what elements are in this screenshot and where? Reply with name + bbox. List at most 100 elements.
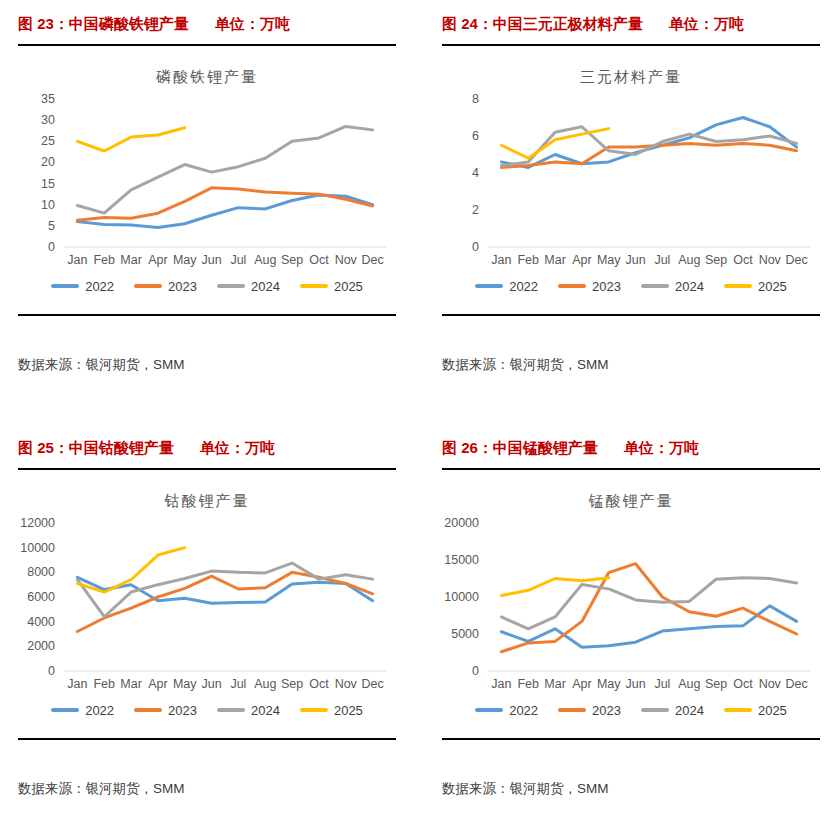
x-axis-tick-label: May (173, 677, 197, 691)
legend-item-2022: 2022 (51, 703, 114, 718)
x-axis-tick-label: Apr (148, 677, 167, 691)
legend-line-swatch (558, 284, 586, 288)
chart-title: 三元材料产量 (442, 68, 820, 87)
x-axis-tick-label: Jun (626, 677, 646, 691)
x-axis-tick-label: Nov (335, 677, 358, 691)
legend-line-swatch (51, 708, 79, 712)
x-axis-tick-label: Oct (733, 253, 753, 267)
line-chart-ternary: 02468JanFebMarAprMayJunJulAugSepOctNovDe… (442, 93, 820, 271)
x-axis-tick-label: Nov (759, 677, 782, 691)
x-axis-tick-label: Apr (148, 253, 167, 267)
x-axis-tick-label: Aug (678, 253, 700, 267)
legend-label: 2023 (168, 703, 197, 718)
x-axis-tick-label: Apr (572, 253, 591, 267)
data-source-note: 数据来源：银河期货，SMM (442, 780, 820, 798)
x-axis-tick-label: Nov (759, 253, 782, 267)
y-axis-tick-label: 20000 (444, 517, 479, 530)
figure-panel-24: 图 24：中国三元正极材料产量 单位：万吨 三元材料产量 02468JanFeb… (442, 4, 820, 374)
series-line-2024 (77, 563, 372, 617)
y-axis-tick-label: 5 (48, 219, 55, 233)
figure-unit: 单位：万吨 (624, 439, 699, 458)
figure-panel-25: 图 25：中国钴酸锂产量 单位：万吨 钴酸锂产量 020004000600080… (18, 428, 396, 798)
x-axis-tick-label: Aug (254, 677, 276, 691)
line-chart-lmo: 05000100001500020000JanFebMarAprMayJunJu… (442, 517, 820, 695)
legend-line-swatch (475, 708, 503, 712)
legend-item-2023: 2023 (134, 703, 197, 718)
x-axis-tick-label: Aug (254, 253, 276, 267)
figure-header: 图 26：中国锰酸锂产量 单位：万吨 (442, 428, 820, 468)
x-axis-tick-label: May (597, 253, 621, 267)
line-chart-lfp: 05101520253035JanFebMarAprMayJunJulAugSe… (18, 93, 396, 271)
legend-line-swatch (475, 284, 503, 288)
figure-panel-23: 图 23：中国磷酸铁锂产量 单位：万吨 磷酸铁锂产量 0510152025303… (18, 4, 396, 374)
legend-line-swatch (134, 284, 162, 288)
x-axis-tick-label: Sep (705, 253, 727, 267)
x-axis-tick-label: Dec (361, 677, 383, 691)
legend-item-2024: 2024 (641, 279, 704, 294)
legend-item-2023: 2023 (558, 279, 621, 294)
legend-line-swatch (724, 708, 752, 712)
chart-box: 锰酸锂产量 05000100001500020000JanFebMarAprMa… (442, 468, 820, 740)
figure-unit: 单位：万吨 (200, 439, 275, 458)
x-axis-tick-label: Jul (230, 677, 246, 691)
figure-title: 图 25：中国钴酸锂产量 (18, 439, 174, 458)
x-axis-tick-label: Apr (572, 677, 591, 691)
y-axis-tick-label: 4 (472, 166, 479, 180)
legend-label: 2023 (592, 703, 621, 718)
figure-header: 图 23：中国磷酸铁锂产量 单位：万吨 (18, 4, 396, 44)
y-axis-tick-label: 0 (48, 664, 55, 678)
legend-item-2025: 2025 (300, 703, 363, 718)
y-axis-tick-label: 6000 (27, 590, 55, 604)
x-axis-tick-label: Jan (491, 253, 511, 267)
x-axis-tick-label: Jan (67, 677, 87, 691)
y-axis-tick-label: 10 (41, 198, 55, 212)
y-axis-tick-label: 2 (472, 203, 479, 217)
y-axis-tick-label: 35 (41, 93, 55, 106)
legend-item-2024: 2024 (217, 703, 280, 718)
y-axis-tick-label: 5000 (451, 627, 479, 641)
x-axis-tick-label: May (173, 253, 197, 267)
chart-legend: 2022 2023 2024 2025 (442, 695, 820, 725)
x-axis-tick-label: Oct (733, 677, 753, 691)
data-source-note: 数据来源：银河期货，SMM (442, 356, 820, 374)
chart-box: 三元材料产量 02468JanFebMarAprMayJunJulAugSepO… (442, 44, 820, 316)
x-axis-tick-label: Oct (309, 677, 329, 691)
y-axis-tick-label: 6 (472, 129, 479, 143)
figure-title: 图 26：中国锰酸锂产量 (442, 439, 598, 458)
legend-item-2025: 2025 (300, 279, 363, 294)
legend-label: 2022 (85, 703, 114, 718)
y-axis-tick-label: 15 (41, 177, 55, 191)
x-axis-tick-label: Feb (517, 253, 539, 267)
figure-title: 图 23：中国磷酸铁锂产量 (18, 15, 189, 34)
x-axis-tick-label: Oct (309, 253, 329, 267)
y-axis-tick-label: 10000 (20, 541, 55, 555)
y-axis-tick-label: 30 (41, 113, 55, 127)
legend-item-2024: 2024 (641, 703, 704, 718)
y-axis-tick-label: 15000 (444, 553, 479, 567)
x-axis-tick-label: Jan (491, 677, 511, 691)
series-line-2024 (501, 578, 796, 629)
legend-label: 2025 (334, 703, 363, 718)
chart-box: 钴酸锂产量 020004000600080001000012000JanFebM… (18, 468, 396, 740)
x-axis-tick-label: May (597, 677, 621, 691)
legend-label: 2025 (334, 279, 363, 294)
x-axis-tick-label: Jul (654, 677, 670, 691)
legend-label: 2024 (675, 279, 704, 294)
x-axis-tick-label: Mar (544, 677, 566, 691)
legend-label: 2023 (168, 279, 197, 294)
legend-item-2022: 2022 (475, 703, 538, 718)
legend-label: 2022 (85, 279, 114, 294)
legend-label: 2025 (758, 279, 787, 294)
legend-label: 2025 (758, 703, 787, 718)
legend-line-swatch (51, 284, 79, 288)
y-axis-tick-label: 2000 (27, 639, 55, 653)
chart-legend: 2022 2023 2024 2025 (18, 695, 396, 725)
legend-item-2023: 2023 (558, 703, 621, 718)
y-axis-tick-label: 0 (472, 240, 479, 254)
y-axis-tick-label: 8 (472, 93, 479, 106)
y-axis-tick-label: 12000 (20, 517, 55, 530)
x-axis-tick-label: Sep (705, 677, 727, 691)
legend-label: 2022 (509, 703, 538, 718)
figure-unit: 单位：万吨 (669, 15, 744, 34)
legend-item-2025: 2025 (724, 279, 787, 294)
